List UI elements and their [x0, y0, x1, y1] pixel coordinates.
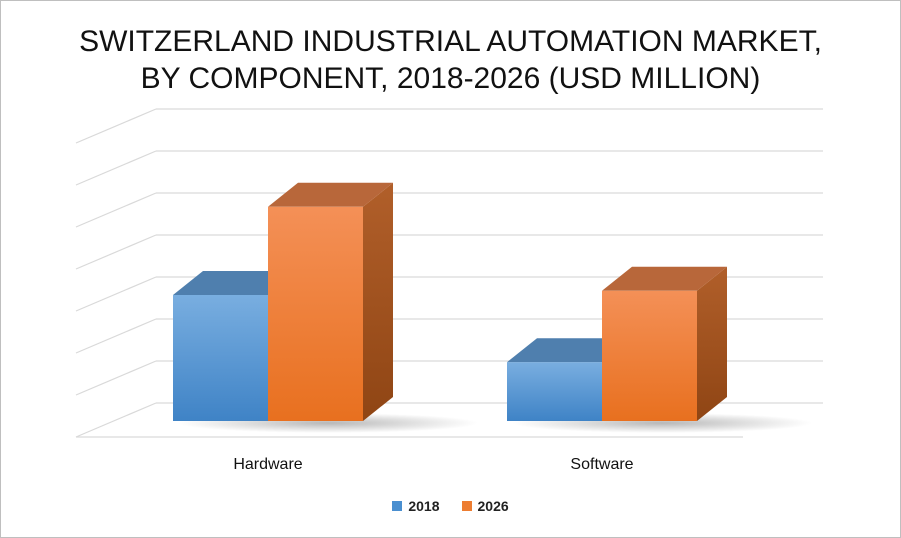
bar-hardware-2026 — [268, 182, 393, 421]
legend-swatch-2026 — [461, 501, 472, 511]
chart-title: SWITZERLAND INDUSTRIAL AUTOMATION MARKET… — [1, 23, 900, 97]
bar-top — [173, 271, 298, 295]
bar-top — [507, 338, 632, 363]
category-labels: Hardware Software — [233, 456, 633, 473]
bar-front — [602, 290, 697, 421]
legend-item-2026: 2026 — [461, 498, 509, 514]
gridline-depth — [75, 276, 157, 312]
bar-software-2026 — [602, 266, 727, 421]
legend-label-2026: 2026 — [477, 498, 509, 514]
chart-title-line-1: SWITZERLAND INDUSTRIAL AUTOMATION MARKET… — [79, 25, 822, 58]
bar-top — [602, 266, 727, 291]
legend-item-2018: 2018 — [392, 498, 440, 514]
legend-label-2018: 2018 — [408, 498, 440, 514]
gridline-depth — [75, 402, 157, 438]
bar-front — [507, 362, 602, 421]
bar-side — [363, 182, 393, 421]
bar-side — [697, 266, 727, 421]
bar-front — [173, 295, 268, 421]
category-label-hardware: Hardware — [233, 456, 302, 473]
bar-front — [268, 206, 363, 421]
gridline-depth — [75, 108, 157, 144]
legend-swatch-2018 — [392, 501, 403, 511]
gridline-depth — [75, 234, 157, 270]
gridline-depth — [75, 318, 157, 354]
chart-title-line-2: BY COMPONENT, 2018-2026 (USD MILLION) — [140, 62, 761, 95]
gridline-depth — [75, 192, 157, 228]
bars — [173, 182, 812, 433]
bar-top — [268, 182, 393, 207]
gridline-depth — [75, 360, 157, 396]
legend: 2018 2026 — [1, 498, 900, 514]
category-label-software: Software — [570, 456, 633, 473]
gridline-depth — [75, 150, 157, 186]
